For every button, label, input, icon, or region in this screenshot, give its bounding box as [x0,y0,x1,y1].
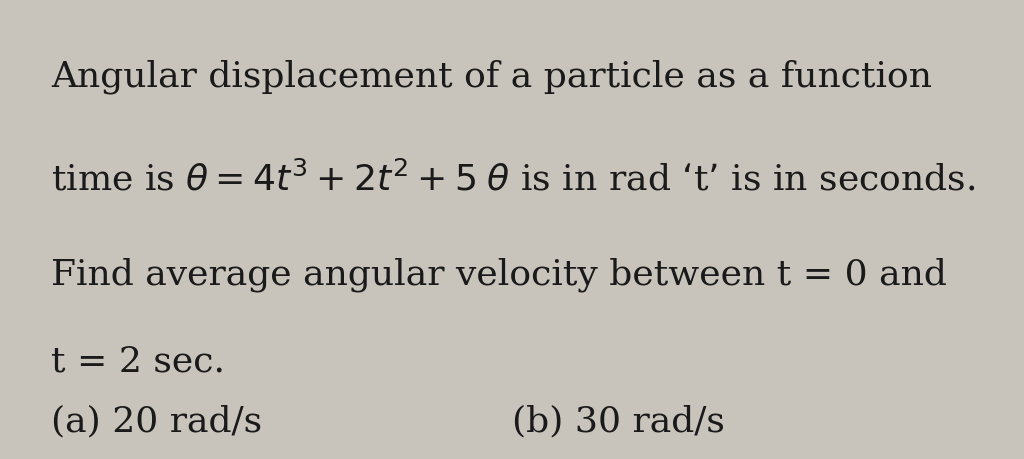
Text: (a) 20 rad/s: (a) 20 rad/s [51,404,262,438]
Text: (b) 30 rad/s: (b) 30 rad/s [512,404,725,438]
Text: time is $\theta=4t^3+2t^2+5\;\theta$ is in rad ‘t’ is in seconds.: time is $\theta=4t^3+2t^2+5\;\theta$ is … [51,161,976,197]
Text: Angular displacement of a particle as a function: Angular displacement of a particle as a … [51,60,932,94]
Text: t = 2 sec.: t = 2 sec. [51,344,225,378]
Text: Find average angular velocity between t = 0 and: Find average angular velocity between t … [51,257,947,291]
